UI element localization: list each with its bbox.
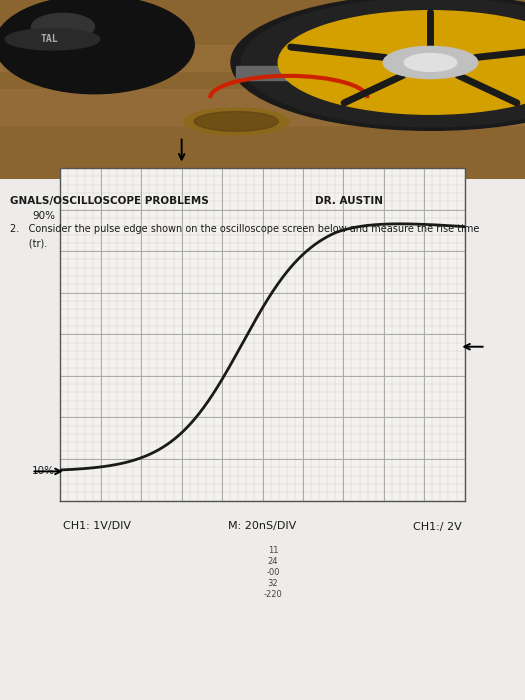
Ellipse shape — [5, 29, 100, 50]
Ellipse shape — [184, 108, 289, 135]
Text: DR. AUSTIN: DR. AUSTIN — [315, 196, 383, 206]
Text: CH1:∕ 2V: CH1:∕ 2V — [413, 522, 462, 531]
Text: 11
24
-00
32
-220: 11 24 -00 32 -220 — [264, 546, 282, 599]
Ellipse shape — [0, 0, 194, 94]
Circle shape — [231, 0, 525, 130]
Ellipse shape — [32, 13, 94, 40]
Circle shape — [242, 0, 525, 127]
Text: (tr).: (tr). — [10, 238, 48, 248]
Circle shape — [404, 54, 457, 71]
Text: 90%: 90% — [32, 211, 55, 220]
Text: 2.   Consider the pulse edge shown on the oscilloscope screen below and measure : 2. Consider the pulse edge shown on the … — [10, 224, 480, 234]
Bar — [0, 89, 525, 125]
Bar — [236, 66, 315, 80]
Text: M: 20nS/DIV: M: 20nS/DIV — [228, 522, 297, 531]
Text: TAL: TAL — [41, 34, 59, 44]
Text: CH1: 1V/DIV: CH1: 1V/DIV — [63, 522, 131, 531]
Circle shape — [278, 10, 525, 114]
Text: 10%: 10% — [32, 466, 55, 477]
Text: GNALS/OSCILLOSCOPE PROBLEMS: GNALS/OSCILLOSCOPE PROBLEMS — [10, 196, 209, 206]
Bar — [0, 45, 525, 71]
Ellipse shape — [194, 111, 278, 131]
Circle shape — [383, 46, 478, 78]
